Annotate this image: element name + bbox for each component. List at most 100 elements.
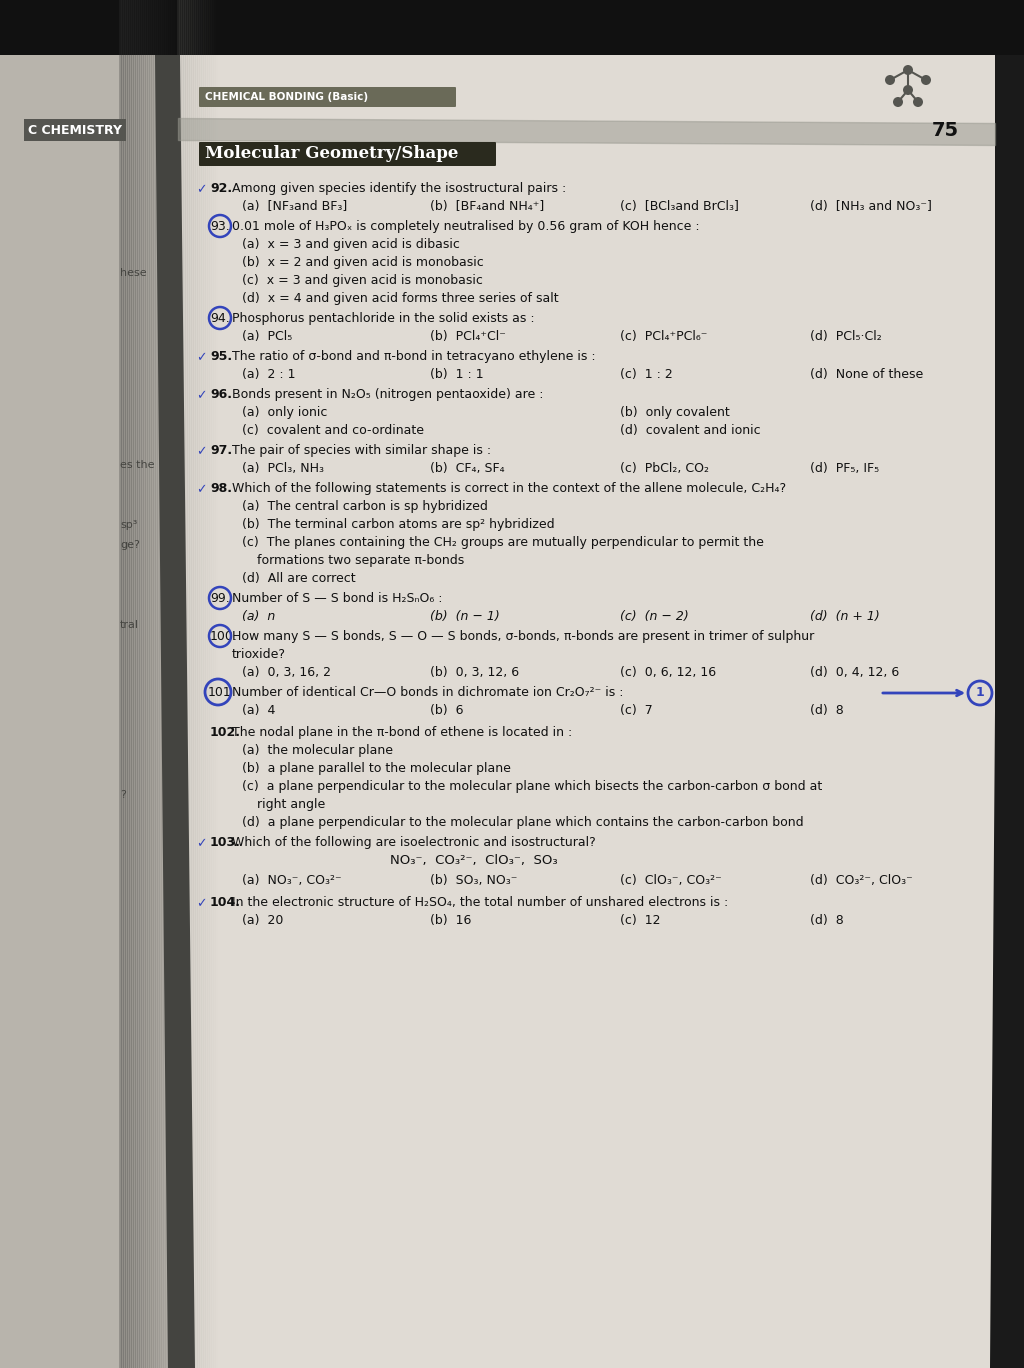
Text: (d)  (n + 1): (d) (n + 1) [810,610,880,622]
Text: formations two separate π-bonds: formations two separate π-bonds [257,554,464,566]
Text: Which of the following are isoelectronic and isostructural?: Which of the following are isoelectronic… [232,836,596,850]
Text: (d)  PF₅, IF₅: (d) PF₅, IF₅ [810,462,880,475]
Text: (b)  only covalent: (b) only covalent [620,406,730,419]
Text: (a)  [NF₃and BF₃]: (a) [NF₃and BF₃] [242,200,347,213]
Text: 75: 75 [932,120,958,140]
Text: 0.01 mole of H₃POₓ is completely neutralised by 0.56 gram of KOH hence :: 0.01 mole of H₃POₓ is completely neutral… [232,220,699,233]
Text: C CHEMISTRY: C CHEMISTRY [28,123,122,137]
Text: (b)  [BF₄and NH₄⁺]: (b) [BF₄and NH₄⁺] [430,200,544,213]
Text: (a)  2 : 1: (a) 2 : 1 [242,368,296,382]
Text: tral: tral [120,620,139,631]
Text: 100.: 100. [210,631,238,643]
Text: (b)  0, 3, 12, 6: (b) 0, 3, 12, 6 [430,666,519,679]
Text: (a)  x = 3 and given acid is dibasic: (a) x = 3 and given acid is dibasic [242,238,460,250]
Text: (c)  (n − 2): (c) (n − 2) [620,610,689,622]
Circle shape [885,75,895,85]
Text: (c)  covalent and co-ordinate: (c) covalent and co-ordinate [242,424,424,436]
Text: ✓: ✓ [196,837,207,850]
Text: (c)  The planes containing the CH₂ groups are mutually perpendicular to permit t: (c) The planes containing the CH₂ groups… [242,536,764,549]
Text: (c)  a plane perpendicular to the molecular plane which bisects the carbon-carbo: (c) a plane perpendicular to the molecul… [242,780,822,793]
Text: 103.: 103. [210,836,241,850]
Text: 94.: 94. [210,312,229,326]
Text: (a)  NO₃⁻, CO₃²⁻: (a) NO₃⁻, CO₃²⁻ [242,874,342,886]
Text: (a)  20: (a) 20 [242,914,284,928]
Text: Among given species identify the isostructural pairs :: Among given species identify the isostru… [232,182,566,196]
Text: 93.: 93. [210,220,229,233]
FancyBboxPatch shape [199,142,496,166]
Text: (d)  CO₃²⁻, ClO₃⁻: (d) CO₃²⁻, ClO₃⁻ [810,874,912,886]
Text: Bonds present in N₂O₅ (nitrogen pentaoxide) are :: Bonds present in N₂O₅ (nitrogen pentaoxi… [232,389,544,401]
Polygon shape [178,55,1000,1368]
Text: (b)  PCl₄⁺Cl⁻: (b) PCl₄⁺Cl⁻ [430,330,506,343]
Text: The ratio of σ-bond and π-bond in tetracyano ethylene is :: The ratio of σ-bond and π-bond in tetrac… [232,350,596,363]
Text: Number of S — S bond is H₂SₙO₆ :: Number of S — S bond is H₂SₙO₆ : [232,592,442,605]
Text: (b)  (n − 1): (b) (n − 1) [430,610,500,622]
Text: The nodal plane in the π-bond of ethene is located in :: The nodal plane in the π-bond of ethene … [232,726,572,739]
Text: ?: ? [120,789,126,800]
Text: (d)  8: (d) 8 [810,705,844,717]
Text: (c)  12: (c) 12 [620,914,660,928]
Text: trioxide?: trioxide? [232,648,286,661]
Text: (a)  the molecular plane: (a) the molecular plane [242,744,393,757]
Text: Molecular Geometry/Shape: Molecular Geometry/Shape [205,145,459,163]
Text: (b)  1 : 1: (b) 1 : 1 [430,368,483,382]
Text: 101: 101 [208,685,231,699]
Circle shape [903,85,913,94]
Text: (d)  8: (d) 8 [810,914,844,928]
FancyBboxPatch shape [199,88,456,107]
Text: (a)  The central carbon is sp hybridized: (a) The central carbon is sp hybridized [242,499,487,513]
Text: (c)  ClO₃⁻, CO₃²⁻: (c) ClO₃⁻, CO₃²⁻ [620,874,722,886]
Text: ✓: ✓ [196,897,207,910]
Text: Number of identical Cr—O bonds in dichromate ion Cr₂O₇²⁻ is :: Number of identical Cr—O bonds in dichro… [232,685,624,699]
Text: (b)  The terminal carbon atoms are sp² hybridized: (b) The terminal carbon atoms are sp² hy… [242,518,555,531]
Text: (a)  n: (a) n [242,610,275,622]
Text: 102.: 102. [210,726,241,739]
Text: ✓: ✓ [196,483,207,497]
Text: CHEMICAL BONDING (Basic): CHEMICAL BONDING (Basic) [205,92,368,103]
Text: (d)  None of these: (d) None of these [810,368,924,382]
Text: (d)  a plane perpendicular to the molecular plane which contains the carbon-carb: (d) a plane perpendicular to the molecul… [242,815,804,829]
Text: Which of the following statements is correct in the context of the allene molecu: Which of the following statements is cor… [232,482,786,495]
Circle shape [903,66,913,75]
Text: (d)  0, 4, 12, 6: (d) 0, 4, 12, 6 [810,666,899,679]
Text: (c)  x = 3 and given acid is monobasic: (c) x = 3 and given acid is monobasic [242,274,483,287]
Polygon shape [0,55,185,1368]
Text: (d)  [NH₃ and NO₃⁻]: (d) [NH₃ and NO₃⁻] [810,200,932,213]
Text: (d)  x = 4 and given acid forms three series of salt: (d) x = 4 and given acid forms three ser… [242,291,559,305]
Text: (b)  x = 2 and given acid is monobasic: (b) x = 2 and given acid is monobasic [242,256,483,269]
Text: How many S — S bonds, S — O — S bonds, σ-bonds, π-bonds are present in trimer of: How many S — S bonds, S — O — S bonds, σ… [232,631,814,643]
Text: (b)  6: (b) 6 [430,705,464,717]
Bar [995,55,1024,1368]
Text: sp³: sp³ [120,520,137,529]
Text: (c)  [BCl₃and BrCl₃]: (c) [BCl₃and BrCl₃] [620,200,739,213]
Text: NO₃⁻,  CO₃²⁻,  ClO₃⁻,  SO₃: NO₃⁻, CO₃²⁻, ClO₃⁻, SO₃ [390,854,558,867]
Text: ✓: ✓ [196,183,207,196]
Text: (a)  4: (a) 4 [242,705,275,717]
Circle shape [921,75,931,85]
Text: (d)  covalent and ionic: (d) covalent and ionic [620,424,761,436]
Bar [0,0,1024,55]
Text: right angle: right angle [257,798,326,811]
Text: (b)  a plane parallel to the molecular plane: (b) a plane parallel to the molecular pl… [242,762,511,776]
Text: 98.: 98. [210,482,232,495]
Text: 97.: 97. [210,445,232,457]
Text: (d)  PCl₅·Cl₂: (d) PCl₅·Cl₂ [810,330,882,343]
Circle shape [913,97,923,107]
Text: (b)  16: (b) 16 [430,914,471,928]
Text: 96.: 96. [210,389,232,401]
Text: Phosphorus pentachloride in the solid exists as :: Phosphorus pentachloride in the solid ex… [232,312,535,326]
Text: (a)  0, 3, 16, 2: (a) 0, 3, 16, 2 [242,666,331,679]
Text: 95.: 95. [210,350,232,363]
Text: (a)  only ionic: (a) only ionic [242,406,328,419]
Text: 92.: 92. [210,182,232,196]
Text: ✓: ✓ [196,352,207,364]
Text: (c)  1 : 2: (c) 1 : 2 [620,368,673,382]
Text: (a)  PCl₅: (a) PCl₅ [242,330,292,343]
Text: (c)  7: (c) 7 [620,705,652,717]
Text: hese: hese [120,268,146,278]
Polygon shape [155,55,195,1368]
Text: es the: es the [120,460,155,471]
Text: (b)  SO₃, NO₃⁻: (b) SO₃, NO₃⁻ [430,874,517,886]
Text: 1: 1 [976,687,984,699]
Text: ✓: ✓ [196,389,207,402]
